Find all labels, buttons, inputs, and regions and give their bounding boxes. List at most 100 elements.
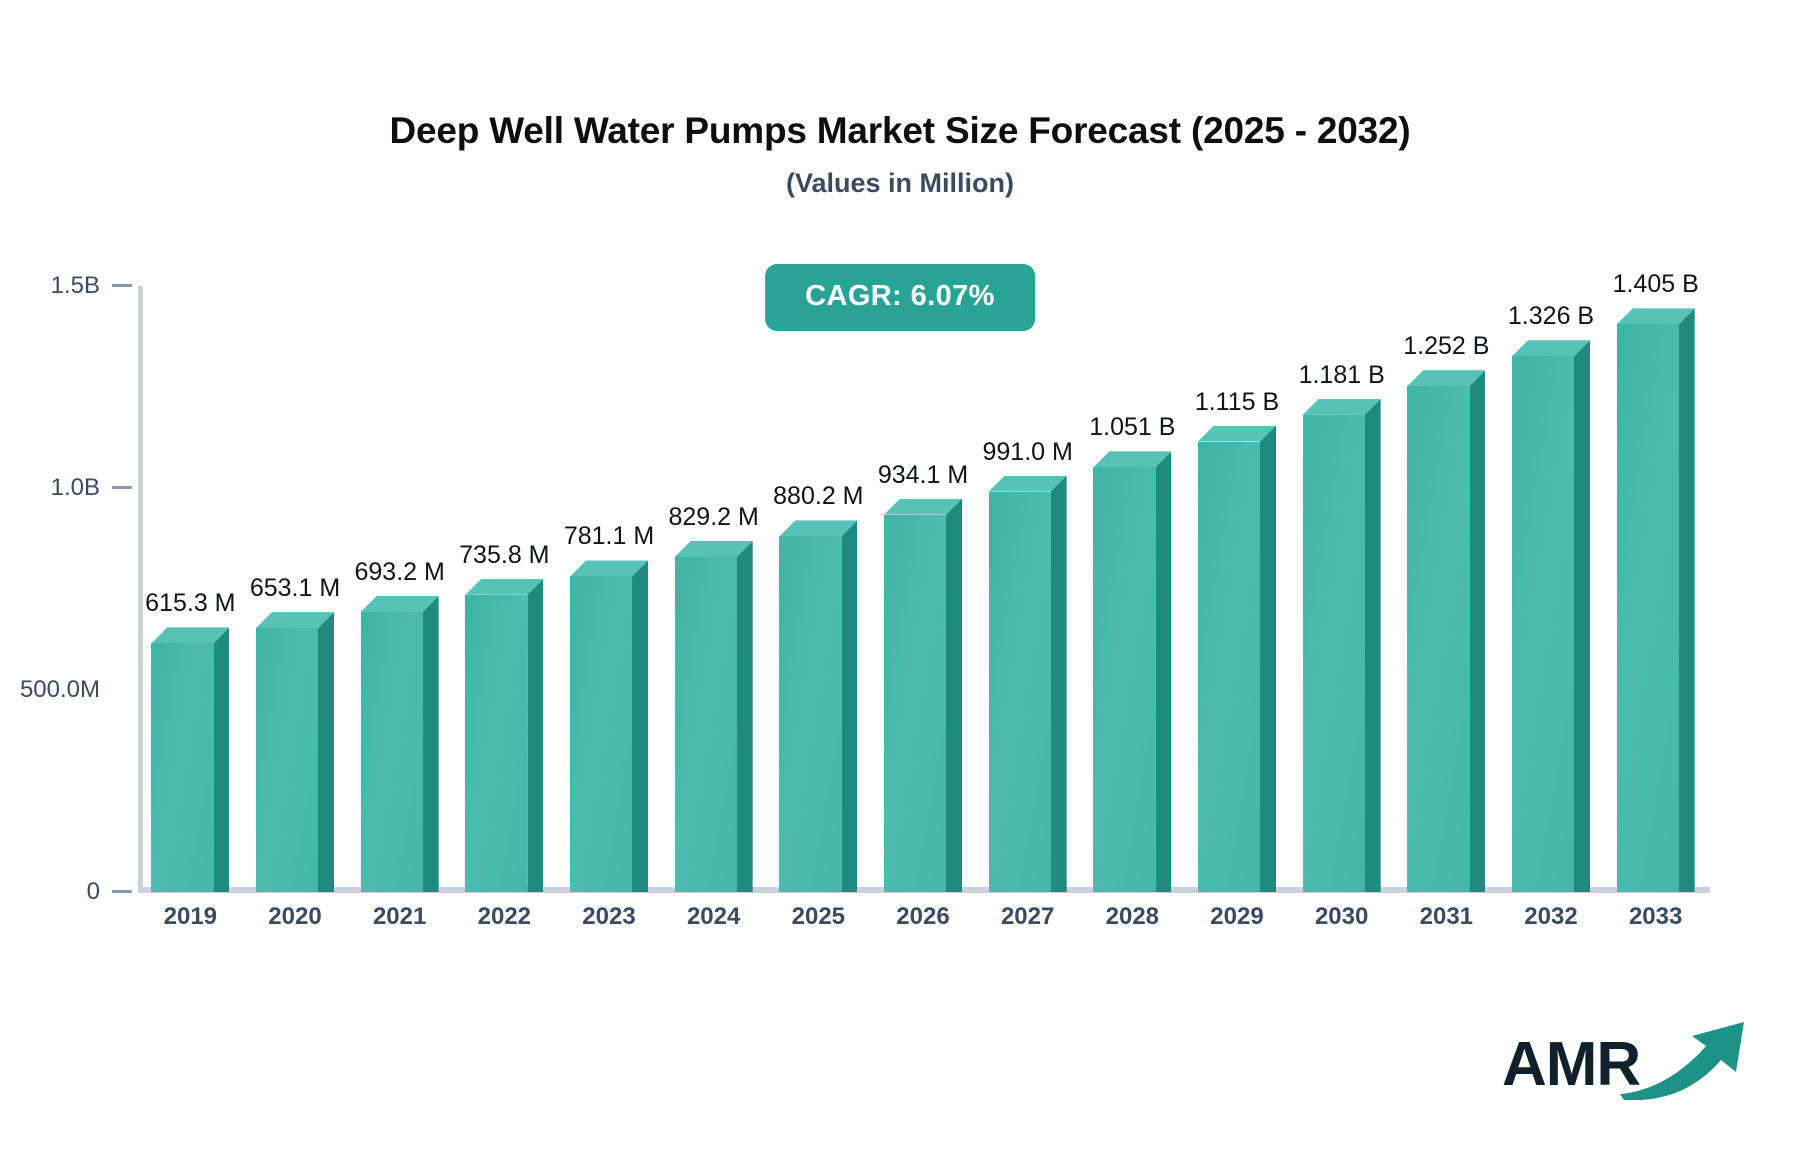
bar[interactable] [465,578,544,892]
x-axis-tick-label: 2019 [163,903,218,930]
y-axis-tick-mark [112,889,132,893]
bar-top-face [1407,370,1486,387]
bar-side-face [1678,308,1695,892]
bar[interactable] [1093,451,1172,892]
bar-top-face [988,475,1067,492]
x-axis-tick-label: 2032 [1524,903,1578,930]
bar-value-label: 1.115 B [1194,387,1280,416]
bar[interactable] [1512,340,1590,892]
bar-value-label: 1.051 B [1089,413,1176,442]
bar[interactable] [674,541,753,892]
x-axis-tick-label: 2024 [686,903,741,930]
bar[interactable] [360,595,439,892]
bar-front-face [1512,356,1574,892]
bar-front-face [360,611,423,892]
x-axis-tick-label: 2021 [372,903,427,930]
bar[interactable] [151,627,230,892]
bar[interactable] [884,498,962,892]
bar-front-face [1407,386,1470,892]
bar-side-face [946,498,962,892]
x-axis-tick-label: 2025 [791,903,846,930]
bar-side-face [1469,370,1486,892]
x-axis-tick-label: 2030 [1314,903,1369,930]
plot-area [138,286,1708,892]
x-axis-tick-label: 2023 [582,903,636,930]
y-axis-tick: 1.5B [51,272,132,300]
bar-value-label: 693.2 M [354,557,445,586]
bar-side-face [213,627,230,892]
trend-up-arrow-icon [1620,1022,1744,1100]
bar[interactable] [1407,370,1486,892]
x-axis-tick-label: 2028 [1105,903,1160,930]
cagr-badge: CAGR: 6.07% [765,264,1035,331]
bar[interactable] [570,560,648,892]
y-axis-tick-mark [112,283,132,287]
bar-value-label: 829.2 M [668,503,759,531]
y-axis-tick-label: 1.5B [50,272,100,299]
bar-side-face [1155,451,1172,892]
bar-front-face [1093,467,1156,892]
bar-front-face [1198,441,1260,892]
bar-front-face [465,594,528,892]
y-axis-tick: 1.0B [51,474,132,502]
x-axis-tick-label: 2022 [477,903,532,930]
bar-side-face [841,520,858,892]
bar-value-label: 781.1 M [563,522,655,551]
bar-top-face [1616,308,1695,325]
bar-front-face [256,628,318,892]
bar-side-face [1364,398,1381,892]
amr-logo: AMR [1502,1012,1752,1104]
bar-value-label: 1.181 B [1298,360,1385,389]
bar-side-face [527,578,544,892]
bar-top-face [465,578,544,595]
bar-front-face [988,491,1051,892]
bar[interactable] [256,612,334,892]
bar[interactable] [988,475,1067,892]
bar-top-face [256,612,334,629]
chart-subtitle: (Values in Million) [785,168,1015,198]
bar-side-face [318,612,334,892]
bar-value-label: 653.1 M [249,574,341,603]
y-axis-tick-label: 0 [86,878,100,905]
x-axis-tick-label: 2029 [1210,903,1264,930]
bar-value-label: 991.0 M [982,437,1073,466]
bar-top-face [1512,340,1590,357]
x-axis-tick-label: 2026 [896,903,950,930]
y-axis-tick-label: 1.0B [50,474,100,501]
bar[interactable] [1302,398,1381,892]
bar-front-face [674,557,737,892]
bar-top-face [1093,451,1172,468]
logo-text: AMR [1502,1030,1641,1099]
bar-value-label: 1.405 B [1612,270,1699,299]
y-axis-tick: 500.0M [20,676,132,704]
y-axis-spine [138,286,143,892]
y-axis-tick-label: 500.0M [19,676,100,703]
bar-front-face [151,643,214,892]
bar-front-face [1616,324,1679,892]
bar-top-face [1302,398,1381,415]
y-axis-tick-mark [112,485,132,489]
bar-top-face [1198,425,1276,442]
bar-value-label: 1.252 B [1403,332,1490,361]
y-axis-tick-mark [112,688,132,691]
bar-top-face [674,541,753,558]
bar-front-face [884,514,946,892]
x-axis-tick-label: 2031 [1419,903,1474,930]
y-axis-tick: 0 [87,878,132,906]
bar-value-label: 1.326 B [1507,302,1595,331]
bar[interactable] [779,520,858,892]
chart-title: Deep Well Water Pumps Market Size Foreca… [389,110,1411,151]
bar-side-face [1260,425,1276,892]
x-axis-tick-label: 2033 [1628,903,1683,930]
bar-side-face [1050,475,1067,892]
bar[interactable] [1198,425,1276,892]
bar-side-face [736,541,753,892]
bar-side-face [632,560,648,892]
bar-value-label: 934.1 M [877,460,969,489]
bar-top-face [884,498,962,515]
bar-top-face [360,595,439,612]
x-axis-tick-label: 2020 [268,903,322,930]
bar[interactable] [1616,308,1695,892]
bar-value-label: 615.3 M [145,589,236,618]
